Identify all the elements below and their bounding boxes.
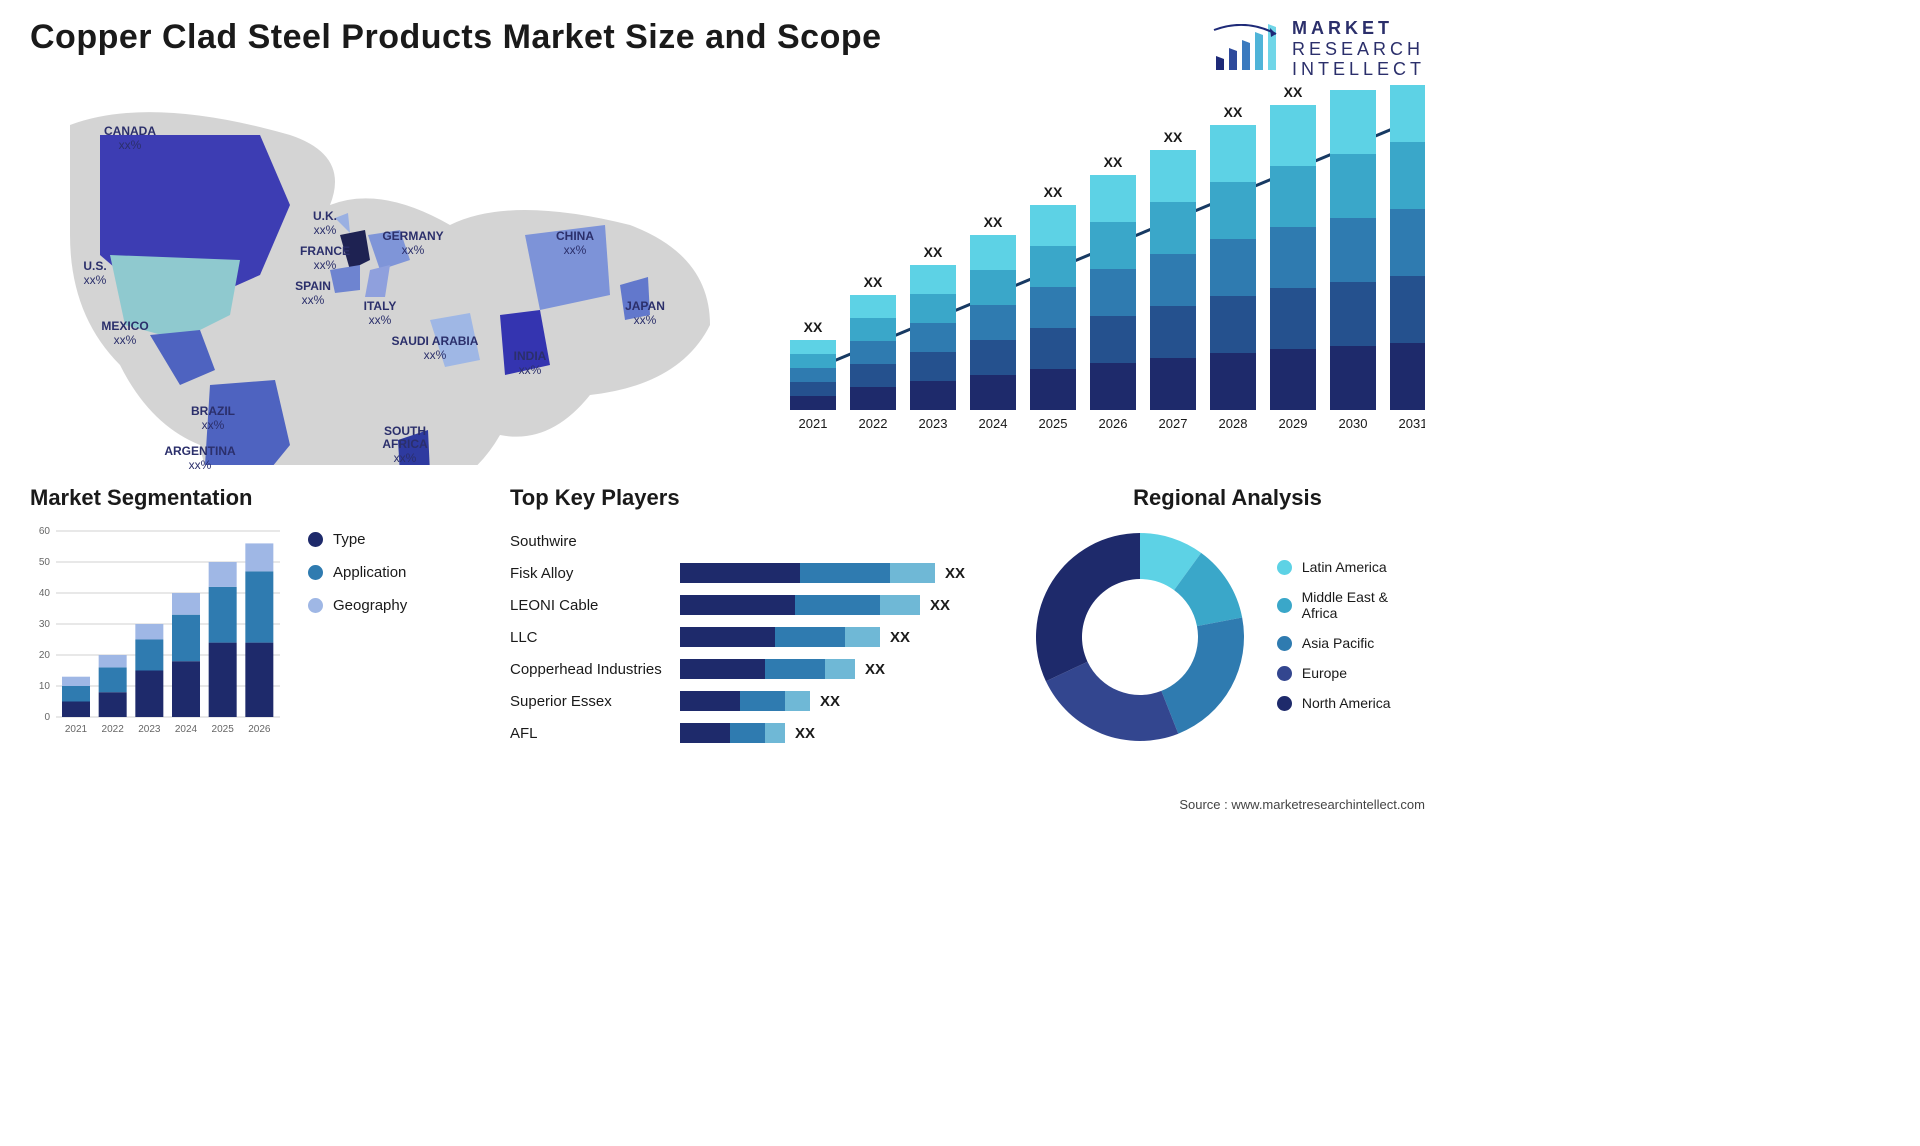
svg-text:2027: 2027 [1159,416,1188,431]
region-legend-middle-east-africa: Middle East & Africa [1277,589,1425,621]
map-label-saudi-arabia: SAUDI ARABIAxx% [390,335,480,362]
svg-text:2025: 2025 [1039,416,1068,431]
kp-row-afl: AFLXX [510,717,990,749]
key-players-title: Top Key Players [510,485,990,511]
map-label-argentina: ARGENTINAxx% [155,445,245,472]
svg-text:2023: 2023 [138,724,161,735]
svg-text:2026: 2026 [248,724,271,735]
kp-row-fisk-alloy: Fisk AlloyXX [510,557,990,589]
key-players-panel: Top Key Players SouthwireFisk AlloyXXLEO… [510,485,990,765]
svg-text:2025: 2025 [212,724,235,735]
svg-text:2024: 2024 [979,416,1008,431]
map-label-south-africa: SOUTH AFRICAxx% [360,425,450,466]
region-legend-asia-pacific: Asia Pacific [1277,635,1425,651]
svg-text:2030: 2030 [1339,416,1368,431]
logo-line3: INTELLECT [1292,59,1425,79]
svg-text:XX: XX [1224,104,1243,120]
logo-bars-icon [1212,24,1280,75]
svg-text:2024: 2024 [175,724,198,735]
svg-text:XX: XX [1044,184,1063,200]
svg-text:30: 30 [39,619,51,630]
map-label-india: INDIAxx% [485,350,575,377]
svg-text:60: 60 [39,526,51,537]
svg-text:XX: XX [1104,154,1123,170]
source-attribution: Source : www.marketresearchintellect.com [1179,797,1425,812]
seg-legend-type: Type [308,531,407,548]
svg-text:XX: XX [984,214,1003,230]
map-label-germany: GERMANYxx% [368,230,458,257]
svg-text:2031: 2031 [1399,416,1425,431]
logo-line1: MARKET [1292,18,1425,39]
map-label-canada: CANADAxx% [85,125,175,152]
svg-text:XX: XX [1164,129,1183,145]
svg-text:2021: 2021 [65,724,88,735]
svg-text:2023: 2023 [919,416,948,431]
svg-text:2028: 2028 [1219,416,1248,431]
region-legend-north-america: North America [1277,695,1425,711]
map-label-u-k-: U.K.xx% [280,210,370,237]
logo-line2: RESEARCH [1292,39,1424,59]
svg-text:XX: XX [924,244,943,260]
svg-text:XX: XX [804,319,823,335]
kp-row-southwire: Southwire [510,525,990,557]
seg-legend-geography: Geography [308,597,407,614]
region-legend-europe: Europe [1277,665,1425,681]
regional-title: Regional Analysis [1030,485,1425,511]
map-label-japan: JAPANxx% [600,300,690,327]
svg-text:10: 10 [39,681,51,692]
world-map-panel: CANADAxx%U.S.xx%MEXICOxx%BRAZILxx%ARGENT… [30,85,750,465]
brand-logo: MARKET RESEARCH INTELLECT [1212,18,1425,80]
kp-row-copperhead-industries: Copperhead IndustriesXX [510,653,990,685]
map-label-france: FRANCExx% [280,245,370,272]
svg-text:0: 0 [44,712,50,723]
svg-text:20: 20 [39,650,51,661]
map-label-brazil: BRAZILxx% [168,405,258,432]
map-label-u-s-: U.S.xx% [50,260,140,287]
svg-text:XX: XX [864,274,883,290]
svg-text:2022: 2022 [859,416,888,431]
svg-text:2022: 2022 [102,724,125,735]
kp-row-superior-essex: Superior EssexXX [510,685,990,717]
svg-text:2029: 2029 [1279,416,1308,431]
segmentation-panel: Market Segmentation 0 10 20 30 40 50 60 2021 202… [30,485,470,765]
svg-text:2026: 2026 [1099,416,1128,431]
seg-legend-application: Application [308,564,407,581]
map-label-italy: ITALYxx% [335,300,425,327]
svg-text:50: 50 [39,557,51,568]
map-label-china: CHINAxx% [530,230,620,257]
region-legend-latin-america: Latin America [1277,559,1425,575]
svg-text:2021: 2021 [799,416,828,431]
map-label-mexico: MEXICOxx% [80,320,170,347]
segmentation-title: Market Segmentation [30,485,470,511]
kp-row-leoni-cable: LEONI CableXX [510,589,990,621]
svg-text:XX: XX [1284,85,1303,100]
svg-text:40: 40 [39,588,51,599]
trend-chart-panel: XX 2021 XX 2022 XX 2023 XX 2024 XX 2025 XX 2026 XX 20… [780,85,1425,465]
regional-analysis-panel: Regional Analysis Latin America Middle Ea… [1030,485,1425,765]
kp-row-llc: LLCXX [510,621,990,653]
